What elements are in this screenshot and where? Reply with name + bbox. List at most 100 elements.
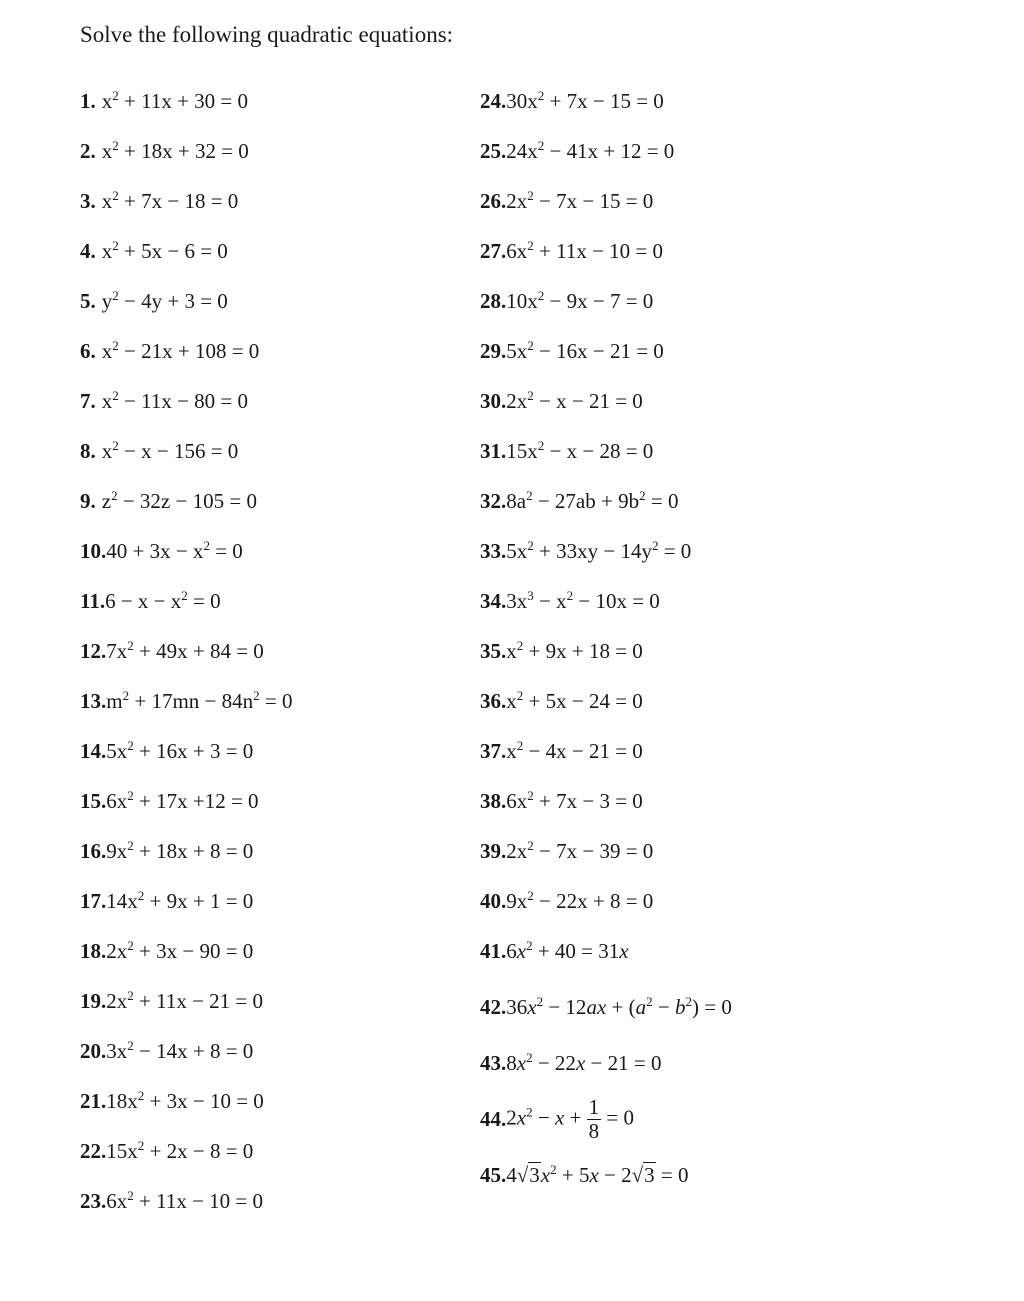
equation-number: 4. xyxy=(80,239,96,264)
equation-number: 7. xyxy=(80,389,96,414)
equation-row: 42. 36x2 − 12ax + (a2 − b2) = 0 xyxy=(480,976,900,1038)
equation-number: 37. xyxy=(480,739,506,764)
equation-number: 1. xyxy=(80,89,96,114)
equation-expression: 4√3x2 + 5x − 2√3 = 0 xyxy=(506,1163,688,1188)
equation-number: 6. xyxy=(80,339,96,364)
equation-expression: 6 − x − x2 = 0 xyxy=(105,589,221,614)
equation-row: 12.7x2 + 49x + 84 = 0 xyxy=(80,626,480,676)
equation-row: 41. 6x2 + 40 = 31x xyxy=(480,926,900,976)
equation-row: 19.2x2 + 11x − 21 = 0 xyxy=(80,976,480,1026)
equation-number: 20. xyxy=(80,1039,106,1064)
equation-row: 6.x2 − 21x + 108 = 0 xyxy=(80,326,480,376)
equation-number: 3. xyxy=(80,189,96,214)
equation-number: 8. xyxy=(80,439,96,464)
equation-number: 27. xyxy=(480,239,506,264)
equation-row: 9.z2 − 32z − 105 = 0 xyxy=(80,476,480,526)
equation-row: 17.14x2 + 9x + 1 = 0 xyxy=(80,876,480,926)
equation-number: 11. xyxy=(80,589,105,614)
equation-number: 10. xyxy=(80,539,106,564)
equation-expression: x2 − 4x − 21 = 0 xyxy=(506,739,643,764)
equation-row: 34.3x3 − x2 − 10x = 0 xyxy=(480,576,900,626)
equation-row: 45. 4√3x2 + 5x − 2√3 = 0 xyxy=(480,1150,900,1200)
equation-expression: 5x2 + 33xy − 14y2 = 0 xyxy=(506,539,691,564)
equation-number: 18. xyxy=(80,939,106,964)
equation-number: 23. xyxy=(80,1189,106,1214)
equation-row: 43. 8x2 − 22x − 21 = 0 xyxy=(480,1038,900,1088)
equation-row: 35.x2 + 9x + 18 = 0 xyxy=(480,626,900,676)
instruction-text: Solve the following quadratic equations: xyxy=(80,22,944,48)
equation-row: 25.24x2 − 41x + 12 = 0 xyxy=(480,126,900,176)
equation-row: 18.2x2 + 3x − 90 = 0 xyxy=(80,926,480,976)
equation-expression: z2 − 32z − 105 = 0 xyxy=(102,489,257,514)
equation-expression: 8x2 − 22x − 21 = 0 xyxy=(506,1051,661,1076)
equation-row: 31.15x2 − x − 28 = 0 xyxy=(480,426,900,476)
left-column: 1.x2 + 11x + 30 = 02.x2 + 18x + 32 = 03.… xyxy=(80,76,480,1226)
equation-row: 37.x2 − 4x − 21 = 0 xyxy=(480,726,900,776)
equation-number: 25. xyxy=(480,139,506,164)
equation-row: 39.2x2 − 7x − 39 = 0 xyxy=(480,826,900,876)
equation-number: 21. xyxy=(80,1089,106,1114)
equation-expression: 8a2 − 27ab + 9b2 = 0 xyxy=(506,489,678,514)
equation-expression: 3x3 − x2 − 10x = 0 xyxy=(506,589,660,614)
equation-number: 31. xyxy=(480,439,506,464)
equation-expression: 2x2 − 7x − 39 = 0 xyxy=(506,839,653,864)
equation-row: 10.40 + 3x − x2 = 0 xyxy=(80,526,480,576)
equation-number: 39. xyxy=(480,839,506,864)
equation-expression: 6x2 + 11x − 10 = 0 xyxy=(106,1189,263,1214)
equation-expression: 2x2 − 7x − 15 = 0 xyxy=(506,189,653,214)
equation-expression: x2 + 18x + 32 = 0 xyxy=(102,139,249,164)
equation-row: 29.5x2 − 16x − 21 = 0 xyxy=(480,326,900,376)
equation-expression: 30x2 + 7x − 15 = 0 xyxy=(506,89,664,114)
equation-row: 11.6 − x − x2 = 0 xyxy=(80,576,480,626)
equation-expression: 2x2 − x + 18 = 0 xyxy=(506,1097,634,1142)
equation-number: 12. xyxy=(80,639,106,664)
equation-expression: x2 + 5x − 24 = 0 xyxy=(506,689,643,714)
equation-number: 38. xyxy=(480,789,506,814)
equation-row: 13.m2 + 17mn − 84n2 = 0 xyxy=(80,676,480,726)
equation-number: 5. xyxy=(80,289,96,314)
equation-expression: 36x2 − 12ax + (a2 − b2) = 0 xyxy=(506,995,732,1020)
equation-number: 33. xyxy=(480,539,506,564)
equation-expression: 9x2 + 18x + 8 = 0 xyxy=(106,839,253,864)
equation-row: 5.y2 − 4y + 3 = 0 xyxy=(80,276,480,326)
equation-row: 7.x2 − 11x − 80 = 0 xyxy=(80,376,480,426)
equation-row: 1.x2 + 11x + 30 = 0 xyxy=(80,76,480,126)
equation-row: 8.x2 − x − 156 = 0 xyxy=(80,426,480,476)
equation-expression: x2 + 11x + 30 = 0 xyxy=(102,89,248,114)
equation-number: 41. xyxy=(480,939,506,964)
equation-expression: y2 − 4y + 3 = 0 xyxy=(102,289,228,314)
equation-expression: 5x2 − 16x − 21 = 0 xyxy=(506,339,664,364)
equation-expression: 24x2 − 41x + 12 = 0 xyxy=(506,139,674,164)
equation-number: 14. xyxy=(80,739,106,764)
equation-expression: m2 + 17mn − 84n2 = 0 xyxy=(106,689,292,714)
equation-expression: 15x2 + 2x − 8 = 0 xyxy=(106,1139,253,1164)
equation-expression: 14x2 + 9x + 1 = 0 xyxy=(106,889,253,914)
equation-expression: x2 − 11x − 80 = 0 xyxy=(102,389,248,414)
equation-columns: 1.x2 + 11x + 30 = 02.x2 + 18x + 32 = 03.… xyxy=(80,76,944,1226)
equation-row: 24.30x2 + 7x − 15 = 0 xyxy=(480,76,900,126)
equation-row: 36.x2 + 5x − 24 = 0 xyxy=(480,676,900,726)
equation-expression: 6x2 + 11x − 10 = 0 xyxy=(506,239,663,264)
equation-expression: 7x2 + 49x + 84 = 0 xyxy=(106,639,264,664)
equation-expression: 5x2 + 16x + 3 = 0 xyxy=(106,739,253,764)
equation-number: 42. xyxy=(480,995,506,1020)
equation-number: 35. xyxy=(480,639,506,664)
equation-row: 40.9x2 − 22x + 8 = 0 xyxy=(480,876,900,926)
equation-expression: x2 + 9x + 18 = 0 xyxy=(506,639,643,664)
equation-expression: x2 + 5x − 6 = 0 xyxy=(102,239,228,264)
equation-number: 22. xyxy=(80,1139,106,1164)
equation-expression: 6x2 + 7x − 3 = 0 xyxy=(506,789,643,814)
equation-row: 30.2x2 − x − 21 = 0 xyxy=(480,376,900,426)
equation-number: 15. xyxy=(80,789,106,814)
equation-number: 32. xyxy=(480,489,506,514)
equation-row: 3.x2 + 7x − 18 = 0 xyxy=(80,176,480,226)
equation-number: 2. xyxy=(80,139,96,164)
equation-number: 24. xyxy=(480,89,506,114)
equation-number: 17. xyxy=(80,889,106,914)
equation-number: 44. xyxy=(480,1107,506,1132)
equation-expression: 2x2 + 11x − 21 = 0 xyxy=(106,989,263,1014)
equation-expression: 3x2 − 14x + 8 = 0 xyxy=(106,1039,253,1064)
equation-row: 4.x2 + 5x − 6 = 0 xyxy=(80,226,480,276)
equation-row: 22.15x2 + 2x − 8 = 0 xyxy=(80,1126,480,1176)
equation-expression: 40 + 3x − x2 = 0 xyxy=(106,539,243,564)
